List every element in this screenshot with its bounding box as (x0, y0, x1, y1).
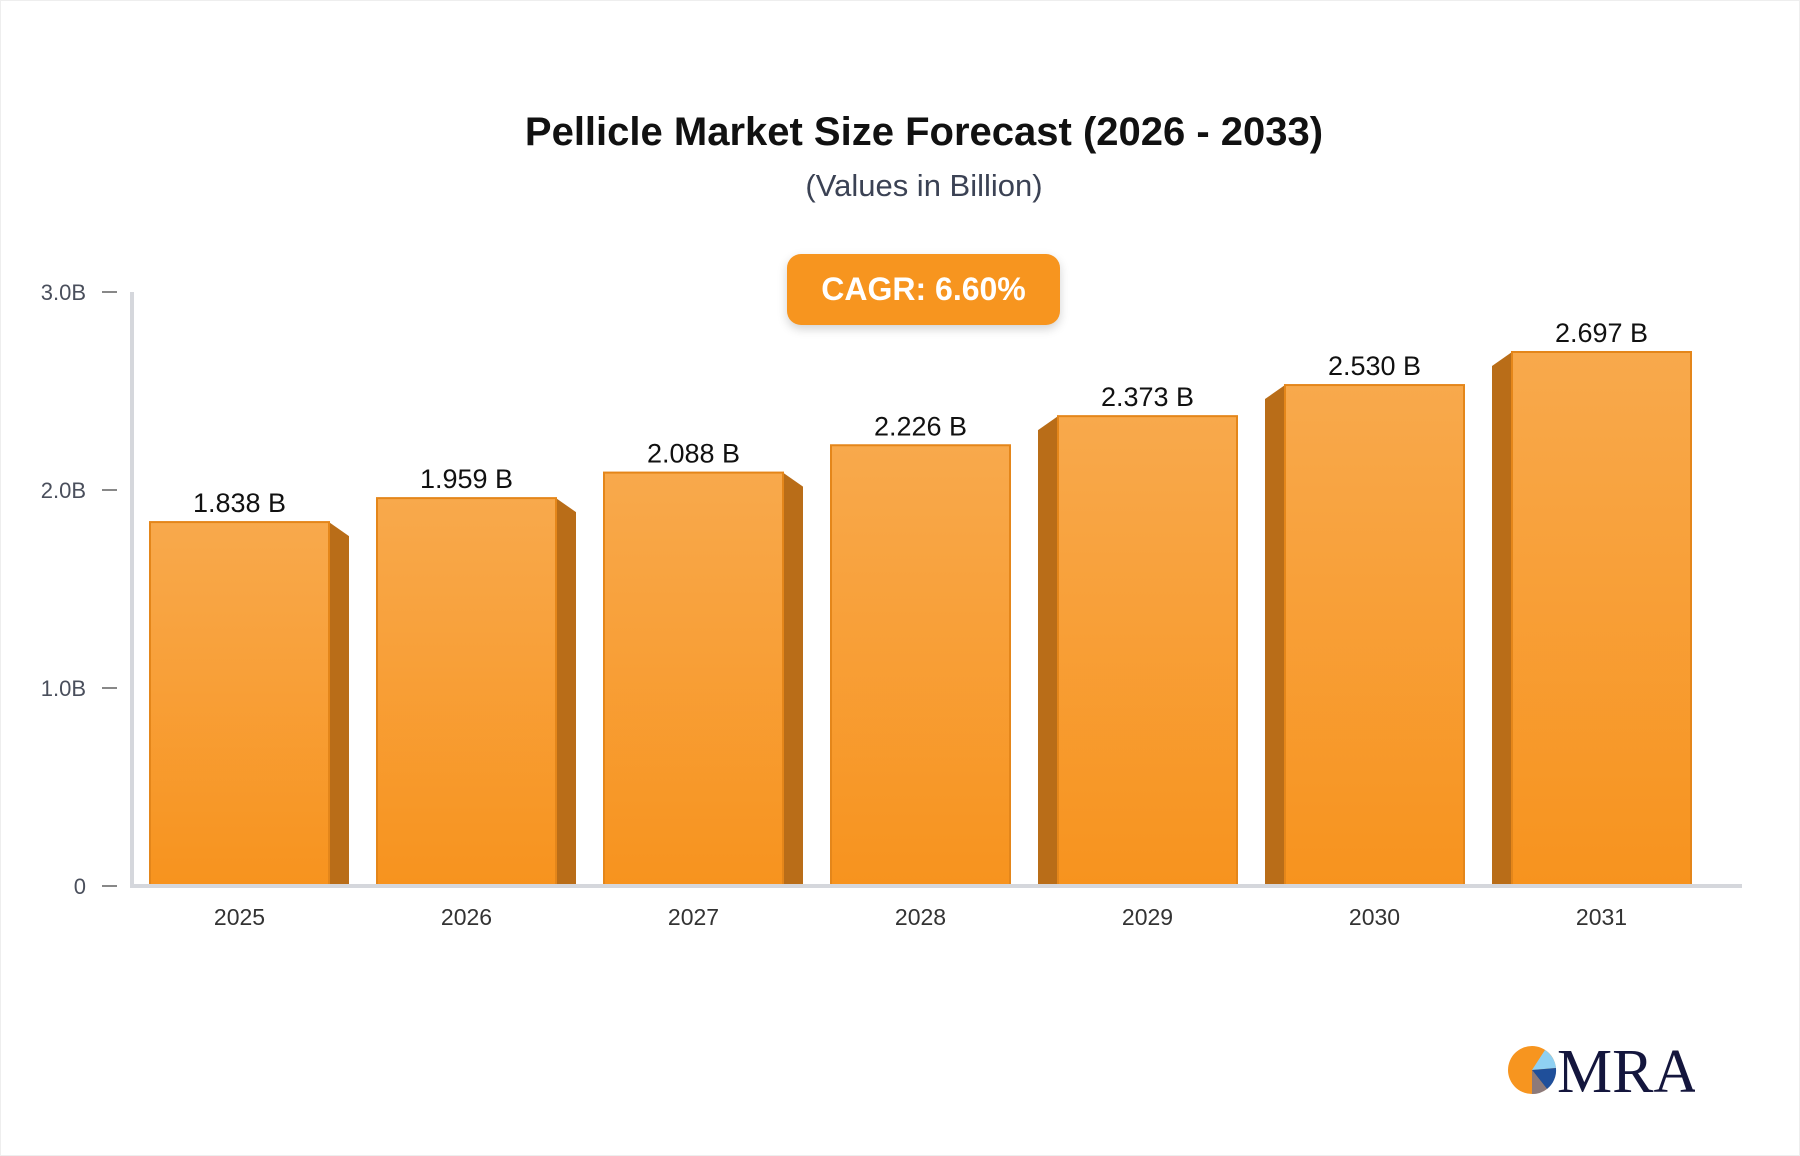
bar (1511, 350, 1692, 887)
mra-logo: MRA (1508, 1040, 1695, 1100)
bar-side (329, 522, 349, 886)
x-tick-label: 2030 (1349, 904, 1400, 930)
data-label: 2.226 B (874, 411, 967, 441)
y-tick-label: 1.0B (41, 676, 86, 701)
bar-side (556, 498, 576, 886)
x-tick-label: 2028 (895, 904, 946, 930)
x-tick-label: 2026 (441, 904, 492, 930)
data-label: 2.373 B (1101, 382, 1194, 412)
bar-side (1038, 416, 1058, 886)
bar (1057, 415, 1238, 887)
x-tick-label: 2029 (1122, 904, 1173, 930)
cagr-badge: CAGR: 6.60% (787, 254, 1060, 325)
bar (1284, 384, 1465, 887)
data-label: 1.959 B (420, 464, 513, 494)
data-label: 2.088 B (647, 439, 740, 469)
data-label: 2.530 B (1328, 351, 1421, 381)
chart-title: Pellicle Market Size Forecast (2026 - 20… (524, 110, 1324, 154)
bar (603, 471, 784, 887)
data-label: 2.697 B (1555, 318, 1648, 348)
bar (149, 521, 330, 887)
data-label: 1.838 B (193, 488, 286, 518)
x-tick-label: 2027 (668, 904, 719, 930)
y-tick-label: 3.0B (41, 280, 86, 305)
chart-subtitle: (Values in Billion) (805, 168, 1043, 203)
y-tick-label: 2.0B (41, 478, 86, 503)
bar (376, 497, 557, 887)
bar-side (783, 472, 803, 886)
y-tick-label: 0 (74, 874, 86, 899)
x-tick-label: 2025 (214, 904, 265, 930)
bar-side (1492, 351, 1512, 886)
logo-text: MRA (1557, 1040, 1695, 1100)
bar (830, 444, 1011, 887)
x-tick-label: 2031 (1576, 904, 1627, 930)
bar-side (1265, 385, 1285, 886)
